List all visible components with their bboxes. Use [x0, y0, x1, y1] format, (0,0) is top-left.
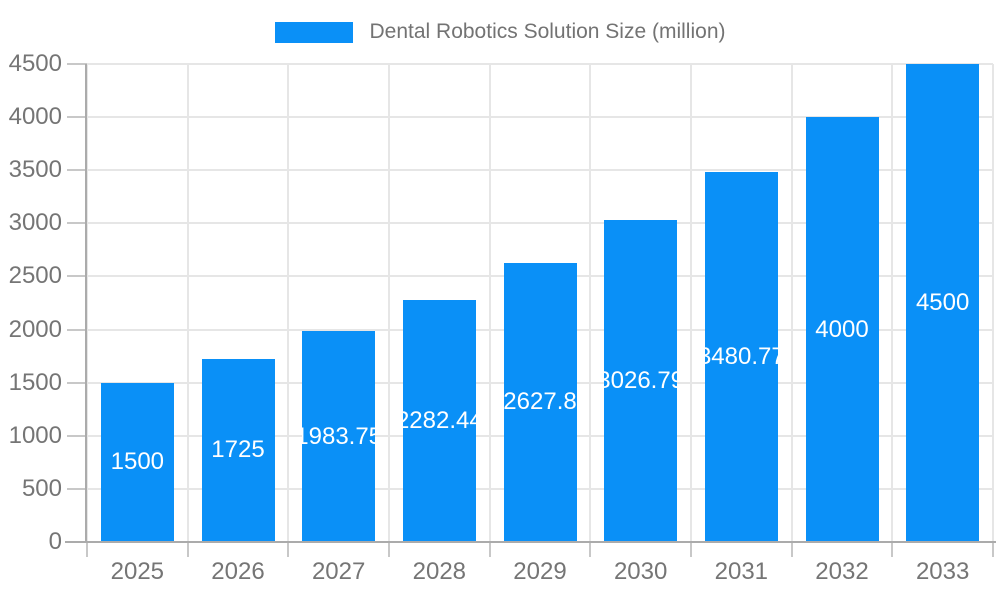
- gridline-y-4500: [87, 63, 993, 65]
- x-axis-line: [65, 541, 996, 543]
- y-axis-label: 1500: [8, 368, 62, 396]
- gridline-y-4000: [87, 116, 993, 119]
- xtick-9: [992, 543, 994, 557]
- xtick-2: [287, 543, 290, 557]
- bar-value-label: 4000: [815, 315, 869, 343]
- gridline-x-3: [388, 64, 390, 542]
- gridline-x-4: [488, 64, 491, 542]
- xtick-0: [86, 543, 88, 557]
- bar-value-label: 1983.75: [302, 422, 375, 450]
- ytick-500: [67, 487, 87, 490]
- bar-value-label: 3026.79: [604, 367, 677, 395]
- ytick-3000: [67, 222, 87, 225]
- gridline-x-1: [186, 64, 189, 542]
- gridline-y-3500: [87, 169, 993, 172]
- xtick-5: [589, 543, 592, 557]
- gridline-x-5: [589, 64, 592, 542]
- bar-2027: 1983.75: [302, 331, 376, 542]
- xtick-3: [388, 543, 390, 557]
- y-axis-label: 1000: [8, 421, 62, 449]
- y-axis-label: 2500: [8, 262, 62, 290]
- bar-value-label: 4500: [915, 289, 970, 316]
- y-axis-label: 2000: [8, 315, 62, 343]
- bar-2026: 1725: [201, 358, 275, 542]
- x-axis-label-2025: 2025: [110, 558, 165, 585]
- x-axis-label-2026: 2026: [211, 558, 265, 585]
- y-axis-label: 500: [21, 474, 62, 502]
- gridline-x-6: [690, 64, 692, 542]
- ytick-4000: [67, 116, 87, 119]
- xtick-7: [790, 543, 793, 557]
- gridline-x-8: [891, 64, 894, 542]
- bar-2029: 2627.8: [503, 262, 577, 542]
- ytick-2500: [67, 275, 87, 278]
- y-axis-label: 4000: [8, 103, 62, 131]
- bar-value-label: 2282.44: [403, 406, 476, 434]
- xtick-6: [690, 543, 692, 557]
- bar-value-label: 2627.8: [503, 388, 577, 416]
- x-axis-label-2028: 2028: [412, 558, 467, 585]
- legend: Dental Robotics Solution Size (million): [0, 17, 1000, 47]
- gridline-x-9: [992, 64, 994, 542]
- x-axis-label-2027: 2027: [311, 558, 366, 585]
- gridline-y-3000: [87, 222, 993, 225]
- bar-value-label: 1500: [110, 448, 165, 476]
- y-axis-label: 0: [48, 528, 62, 555]
- xtick-8: [891, 543, 894, 557]
- ytick-2000: [67, 328, 87, 331]
- bar-value-label: 3480.77: [705, 343, 778, 371]
- y-axis-label: 4500: [8, 50, 62, 77]
- bar-2033: 4500: [906, 64, 980, 542]
- ytick-3500: [67, 169, 87, 172]
- legend-swatch-icon: [274, 21, 353, 43]
- xtick-4: [488, 543, 491, 557]
- gridline-x-2: [287, 64, 290, 542]
- y-axis-label: 3000: [8, 209, 62, 237]
- y-axis-label: 3500: [8, 156, 62, 184]
- gridline-x-7: [790, 64, 793, 542]
- ytick-1000: [67, 434, 87, 437]
- bar-2031: 3480.77: [704, 172, 778, 542]
- bar-value-label: 1725: [211, 436, 265, 464]
- bar-2028: 2282.44: [402, 299, 476, 542]
- bar-2030: 3026.79: [604, 220, 678, 542]
- x-axis-label-2030: 2030: [613, 558, 668, 585]
- x-axis-label-2031: 2031: [714, 558, 769, 585]
- x-axis-label-2032: 2032: [815, 558, 869, 585]
- legend-label: Dental Robotics Solution Size (million): [369, 20, 726, 43]
- y-axis-line: [85, 64, 87, 542]
- x-axis-label-2029: 2029: [513, 558, 567, 585]
- gridline-x-0: [86, 64, 88, 542]
- x-axis-label-2033: 2033: [915, 558, 970, 585]
- xtick-1: [186, 543, 189, 557]
- ytick-1500: [67, 381, 87, 384]
- bar-2025: 1500: [100, 382, 174, 542]
- ytick-4500: [67, 63, 87, 65]
- bar-2032: 4000: [805, 117, 879, 542]
